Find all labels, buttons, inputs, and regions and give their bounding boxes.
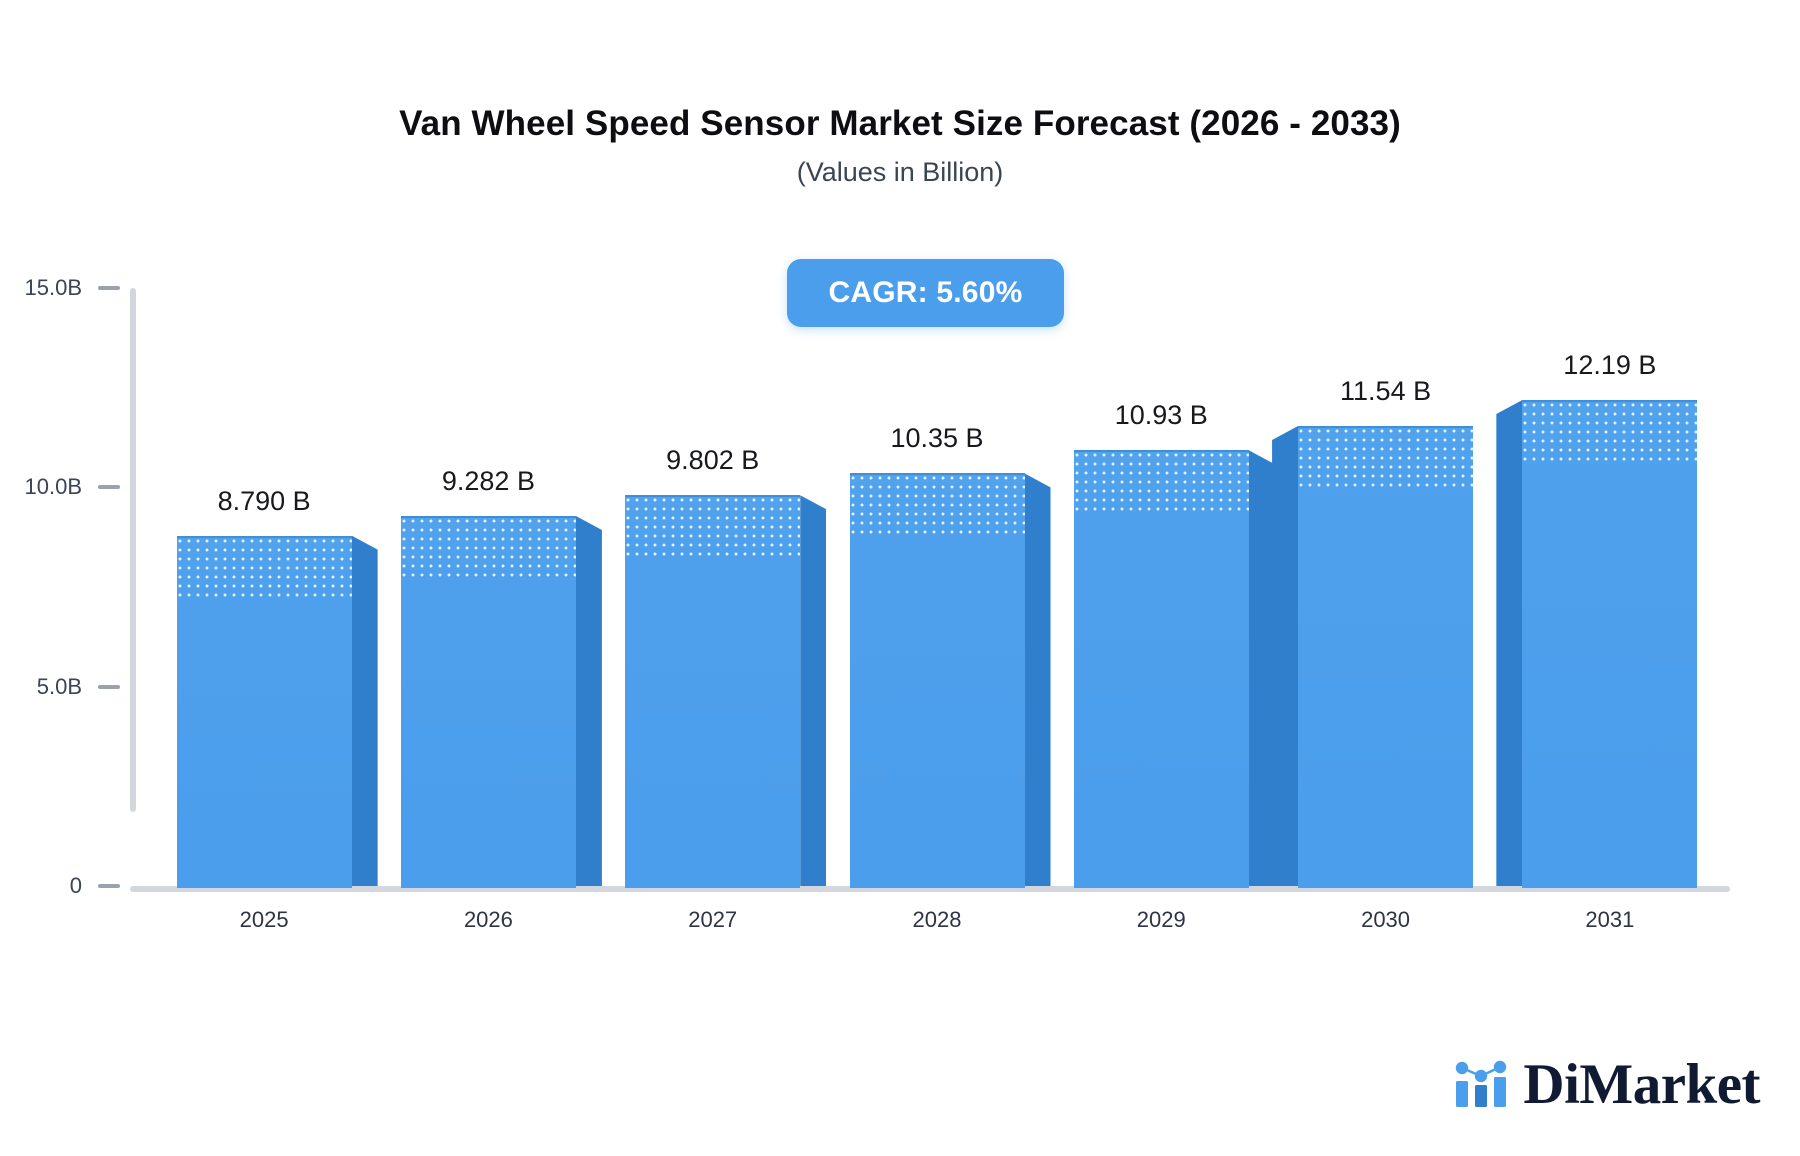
logo-text: DiMarket	[1523, 1053, 1760, 1116]
bar-side-face	[1272, 425, 1299, 886]
page-title: Van Wheel Speed Sensor Market Size Forec…	[399, 104, 1401, 143]
y-axis-tick-mark	[98, 684, 120, 689]
title-block: Van Wheel Speed Sensor Market Size Forec…	[0, 104, 1800, 188]
bar-front-face	[1298, 425, 1474, 889]
bar-side-face	[575, 515, 602, 886]
x-axis-tick-label: 2027	[688, 907, 738, 932]
bar-value-label: 9.282 B	[441, 465, 535, 496]
bar-side-face	[1024, 473, 1051, 886]
y-axis-tick: 5.0B	[0, 674, 120, 700]
bar-side-face	[800, 495, 827, 886]
bar-value-label: 12.19 B	[1563, 350, 1657, 381]
x-axis-tick-label: 2026	[463, 907, 513, 932]
cagr-badge: CAGR: 5.60%	[787, 259, 1064, 327]
bar-front-face	[849, 473, 1025, 888]
bar-chart-icon	[1453, 1055, 1509, 1114]
bar-value-label: 8.790 B	[217, 485, 311, 516]
bar-front-face	[176, 535, 352, 889]
chart-subtitle: (Values in Billion)	[796, 157, 1004, 188]
bar-2029[interactable]: 10.93 B	[1073, 400, 1275, 888]
y-axis-tick-label: 10.0B	[24, 474, 83, 500]
y-axis-tick: 0	[0, 873, 120, 899]
y-axis-tick-label: 15.0B	[24, 275, 83, 300]
bar-2025[interactable]: 8.790 B	[176, 486, 378, 889]
y-axis-tick-label: 5.0B	[36, 673, 82, 699]
bar-side-face	[351, 535, 378, 886]
x-axis-tick-label: 2025	[239, 907, 289, 932]
bar-value-label: 10.35 B	[890, 423, 984, 454]
dimarket-logo: DiMarket	[1453, 1055, 1760, 1114]
bar-2030[interactable]: 11.54 B	[1272, 376, 1474, 889]
bar-2031[interactable]: 12.19 B	[1496, 350, 1698, 888]
y-axis-line	[130, 288, 136, 812]
bar-value-label: 9.802 B	[666, 445, 760, 476]
y-axis-tick-mark	[98, 286, 120, 290]
bar-2028[interactable]: 10.35 B	[849, 423, 1051, 888]
bar-side-face	[1496, 400, 1523, 886]
bar-2027[interactable]: 9.802 B	[625, 445, 827, 888]
bar-side-face	[1248, 450, 1275, 886]
x-axis-tick-label: 2028	[912, 907, 962, 932]
y-axis-tick-mark	[98, 884, 120, 888]
bar-2026[interactable]: 9.282 B	[400, 466, 602, 889]
x-axis-tick-label: 2030	[1361, 907, 1411, 932]
y-axis-tick: 10.0B	[0, 474, 120, 500]
bar-value-label: 10.93 B	[1114, 400, 1208, 431]
x-axis-tick-label: 2031	[1585, 907, 1635, 932]
bar-front-face	[1073, 450, 1249, 888]
cagr-badge-label: CAGR: 5.60%	[828, 276, 1023, 309]
bar-front-face	[400, 515, 576, 889]
bar-value-label: 11.54 B	[1340, 375, 1432, 406]
y-axis-tick-mark	[98, 485, 120, 490]
y-axis-tick-label: 0	[69, 873, 82, 898]
y-axis-tick: 15.0B	[0, 275, 120, 301]
bar-front-face	[1522, 400, 1698, 888]
x-axis-tick-label: 2029	[1136, 907, 1186, 932]
bar-front-face	[625, 495, 801, 888]
